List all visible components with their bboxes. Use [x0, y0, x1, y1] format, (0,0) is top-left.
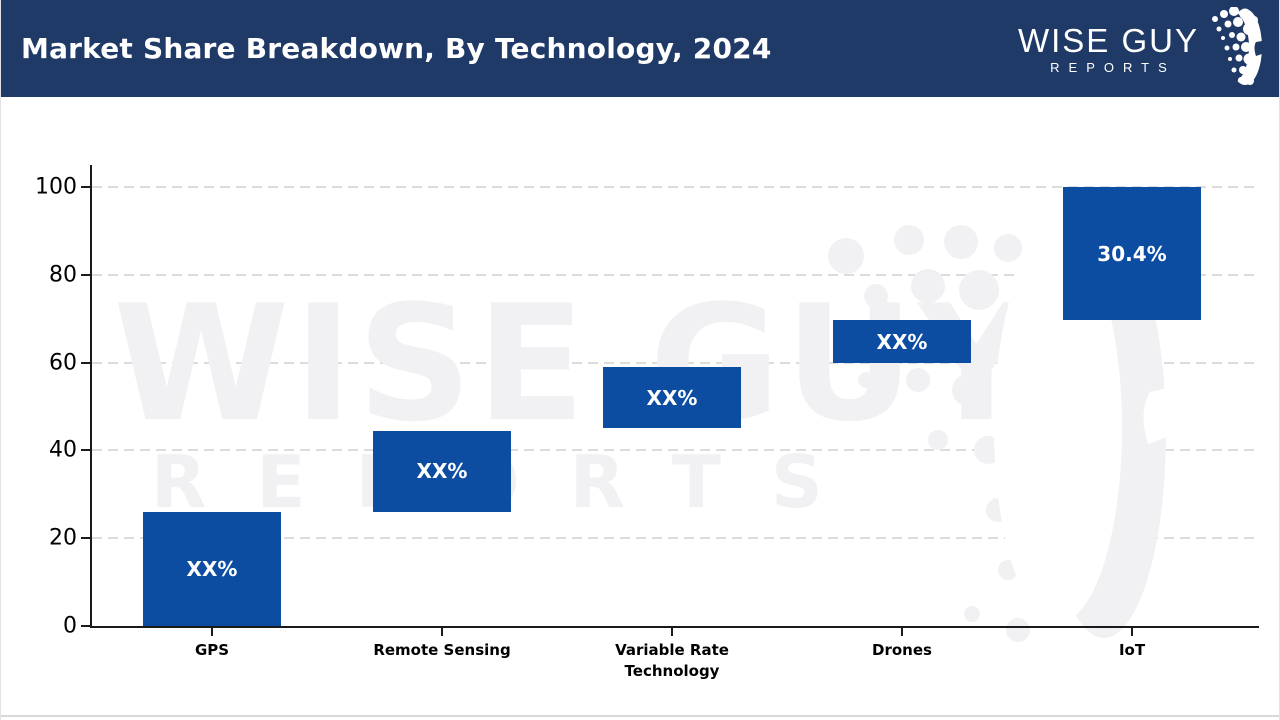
y-tick-20: [81, 537, 90, 540]
bar-iot: 30.4%: [1063, 187, 1201, 321]
y-tick-label-60: 60: [49, 350, 77, 376]
x-category-label: IoT: [1118, 641, 1146, 659]
y-tick-label-0: 0: [63, 613, 77, 639]
bar-value-label: XX%: [646, 385, 698, 410]
y-tick-label-100: 100: [35, 174, 77, 200]
y-tick-0: [81, 625, 90, 627]
y-tick-label-80: 80: [49, 262, 77, 288]
watermark-subtitle: REPORTS: [151, 440, 873, 524]
x-category-label: GPS: [194, 641, 230, 659]
face-profile-icon: [1205, 5, 1264, 91]
y-tick-60: [81, 361, 90, 364]
wise-guy-reports-logo: WISE GUY REPORTS: [1018, 5, 1264, 91]
y-tick-label-20: 20: [49, 525, 77, 551]
bar-value-label: 30.4%: [1097, 241, 1167, 266]
bar-remote-sensing: XX%: [373, 430, 511, 512]
gridline-40: [92, 449, 1259, 452]
gridline-80: [92, 273, 1259, 276]
watermark-face-icon: [776, 218, 1176, 667]
bar-value-label: XX%: [876, 329, 928, 354]
x-tick-3: [901, 628, 903, 636]
x-tick-4: [1131, 628, 1133, 636]
gridline-60: [92, 361, 1259, 364]
bar-value-label: XX%: [186, 556, 238, 581]
logo-wordmark: WISE GUY: [1017, 21, 1199, 59]
y-tick-80: [81, 273, 90, 276]
bar-drones: XX%: [833, 320, 971, 364]
x-axis-line: [90, 626, 1259, 628]
x-category-label: Variable Rate Technology: [615, 641, 729, 680]
y-tick-40: [81, 449, 90, 452]
x-category-label: Drones: [872, 641, 932, 659]
x-tick-2: [671, 628, 673, 636]
chart-title: Market Share Breakdown, By Technology, 2…: [21, 32, 772, 65]
logo-text: WISE GUY REPORTS: [1018, 24, 1199, 74]
bar-gps: XX%: [143, 511, 281, 626]
gridline-20: [92, 537, 1259, 540]
y-tick-label-40: 40: [49, 437, 77, 463]
y-tick-100: [81, 186, 90, 188]
bar-variable-rate-technology: XX%: [603, 366, 741, 429]
x-tick-1: [441, 628, 443, 636]
logo-subtitle: REPORTS: [1050, 59, 1176, 75]
x-tick-0: [211, 628, 213, 636]
y-axis-line: [90, 165, 92, 628]
bar-value-label: XX%: [416, 459, 468, 484]
header-bar: Market Share Breakdown, By Technology, 2…: [1, 0, 1279, 97]
gridline-100: [92, 186, 1259, 188]
bottom-divider: [1, 715, 1279, 717]
x-category-label: Remote Sensing: [373, 641, 511, 659]
